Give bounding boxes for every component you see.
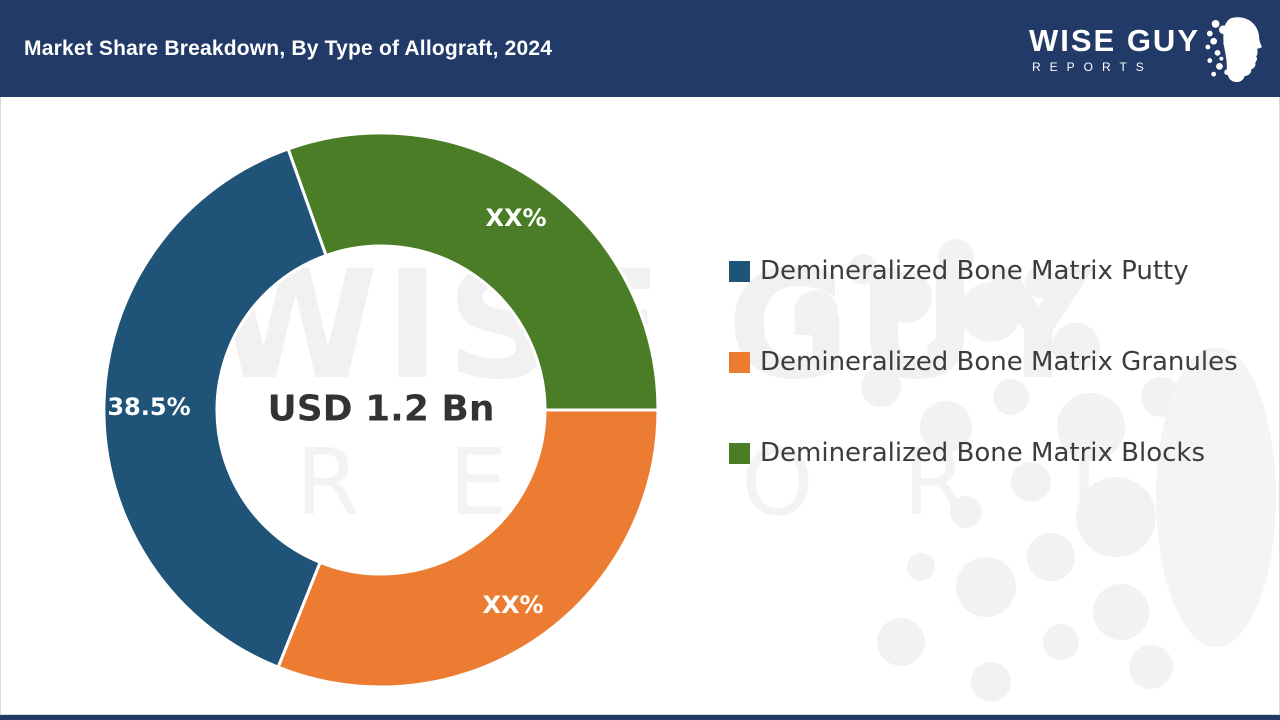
slice-demineralized-bone-matrix-blocks xyxy=(286,131,660,412)
brand-subtitle: REPORTS xyxy=(1031,59,1153,74)
slice-value-blocks: XX% xyxy=(485,204,546,232)
donut-center-total: USD 1.2 Bn xyxy=(268,389,495,430)
legend-label-putty: Demineralized Bone Matrix Putty xyxy=(760,256,1189,286)
face-profile-icon xyxy=(1205,17,1262,83)
slice-demineralized-bone-matrix-putty xyxy=(102,147,328,669)
legend-swatch-granules xyxy=(729,351,750,373)
legend-item-granules: Demineralized Bone Matrix Granules xyxy=(729,347,1238,377)
legend-label-blocks: Demineralized Bone Matrix Blocks xyxy=(760,438,1205,468)
brand-name: WISE GUY xyxy=(1028,22,1200,58)
legend-item-blocks: Demineralized Bone Matrix Blocks xyxy=(729,438,1238,468)
header-bar: Market Share Breakdown, By Type of Allog… xyxy=(0,0,1280,97)
watermark-dot-pattern xyxy=(794,239,1276,702)
slice-demineralized-bone-matrix-granules xyxy=(276,408,660,689)
brand-logo: WISE GUY REPORTS xyxy=(1029,8,1262,90)
chart-canvas: WISE GUY R E P O R T S 38.5% XX% XX% USD… xyxy=(0,97,1280,715)
page-title: Market Share Breakdown, By Type of Allog… xyxy=(24,36,553,60)
brand-logo-text: WISE GUY REPORTS xyxy=(1029,25,1200,74)
slice-value-granules: XX% xyxy=(482,591,543,619)
legend-swatch-putty xyxy=(729,260,750,282)
chart-legend: Demineralized Bone Matrix Putty Deminera… xyxy=(729,256,1238,468)
footer-bar xyxy=(0,715,1280,720)
donut-chart: 38.5% XX% XX% USD 1.2 Bn xyxy=(102,131,660,689)
legend-label-granules: Demineralized Bone Matrix Granules xyxy=(760,347,1238,377)
legend-item-putty: Demineralized Bone Matrix Putty xyxy=(729,256,1238,286)
legend-swatch-blocks xyxy=(729,442,750,464)
slice-value-putty: 38.5% xyxy=(107,393,190,421)
